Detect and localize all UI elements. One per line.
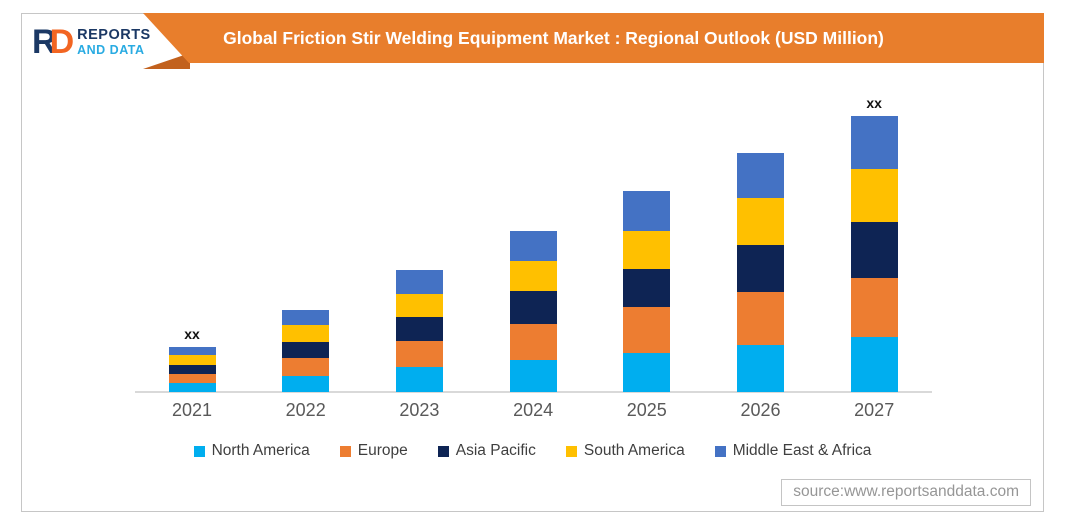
source-box: source:www.reportsanddata.com: [781, 479, 1031, 506]
bar-segment-asia-pacific: [737, 245, 784, 292]
bar-segment-south-america: [623, 231, 671, 269]
logo-letter-d: D: [49, 23, 74, 61]
bar-segment-north-america: [168, 383, 216, 392]
bar-segment-south-america: [850, 169, 898, 222]
bar-segment-south-america: [282, 325, 330, 342]
bar-segment-asia-pacific: [850, 222, 898, 278]
bar-segment-asia-pacific: [168, 365, 216, 374]
legend-label: Asia Pacific: [455, 442, 536, 459]
bar-segment-europe: [737, 292, 784, 345]
x-tick-label-2023: 2023: [399, 400, 440, 420]
x-tick-label-2027: 2027: [854, 400, 895, 420]
bar-segment-north-america: [850, 337, 898, 392]
legend-item-asia-pacific: Asia Pacific: [437, 442, 536, 460]
bar-segment-middle-east-africa: [623, 191, 671, 231]
stacked-bar-2022: [282, 310, 330, 392]
legend-swatch-icon: [339, 445, 351, 457]
brand-name-line2: AND DATA: [77, 43, 145, 57]
chart-title: Global Friction Stir Welding Equipment M…: [223, 27, 884, 48]
bar-segment-south-america: [395, 294, 443, 317]
x-tick-label-2025: 2025: [626, 400, 667, 420]
bar-segment-south-america: [168, 355, 216, 365]
bar-segment-asia-pacific: [509, 291, 557, 324]
bar-segment-north-america: [395, 367, 443, 392]
legend-swatch-icon: [437, 445, 449, 457]
bar-segment-europe: [395, 341, 443, 367]
bar-segment-south-america: [737, 198, 784, 245]
bar-segment-middle-east-africa: [282, 310, 330, 325]
legend-label: North America: [211, 442, 310, 459]
bar-segment-north-america: [509, 360, 557, 392]
legend-swatch-icon: [714, 445, 726, 457]
legend-swatch-icon: [565, 445, 577, 457]
x-tick-label-2026: 2026: [740, 400, 781, 420]
legend-swatch-icon: [193, 445, 205, 457]
legend: North America Europe Asia Pacific South Ame…: [22, 442, 1043, 460]
bar-segment-south-america: [509, 261, 557, 291]
brand-logo-mark: RD: [32, 25, 77, 59]
bar-segment-middle-east-africa: [509, 231, 557, 261]
bar-segment-asia-pacific: [395, 317, 443, 341]
chart-card: Global Friction Stir Welding Equipment M…: [21, 13, 1044, 512]
brand-name-line1: REPORTS: [77, 26, 151, 43]
bar-segment-middle-east-africa: [850, 116, 898, 169]
bar-segment-north-america: [623, 353, 671, 392]
stacked-bar-2026: [737, 153, 784, 392]
bar-segment-europe: [282, 358, 330, 376]
brand-logo-text: REPORTS AND DATA: [77, 26, 151, 57]
x-axis-line: [135, 391, 932, 393]
x-tick-label-2022: 2022: [285, 400, 326, 420]
legend-item-europe: Europe: [339, 442, 408, 460]
legend-item-north-america: North America: [193, 442, 310, 460]
bar-segment-asia-pacific: [282, 342, 330, 358]
stacked-bar-2027: xx: [850, 96, 898, 392]
bar-segment-asia-pacific: [623, 269, 671, 307]
bar-segment-europe: [509, 324, 557, 360]
x-tick-label-2021: 2021: [171, 400, 213, 420]
logo-letter-r: R: [32, 23, 56, 61]
stacked-bar-2025: [623, 191, 671, 392]
bar-segment-middle-east-africa: [737, 153, 784, 198]
legend-item-south-america: South America: [565, 442, 685, 460]
chart-plot-area: xx xx 2021 2022 2023 2024 2025 2026 2027: [22, 14, 1043, 511]
bar-segment-europe: [623, 307, 671, 353]
stacked-bar-2023: [395, 270, 443, 392]
title-banner: Global Friction Stir Welding Equipment M…: [143, 13, 1044, 63]
bar-segment-middle-east-africa: [395, 270, 443, 294]
legend-label: South America: [583, 442, 685, 459]
brand-logo: RD REPORTS AND DATA: [32, 25, 151, 59]
x-tick-label-2024: 2024: [513, 400, 554, 420]
bar-segment-europe: [168, 374, 216, 383]
stacked-bar-2024: [509, 231, 557, 392]
source-text: source:www.reportsanddata.com: [793, 483, 1019, 500]
bar-segment-europe: [850, 278, 898, 337]
bar-segment-middle-east-africa: [168, 347, 216, 355]
legend-label: Middle East & Africa: [732, 442, 872, 459]
bar-segment-north-america: [282, 376, 330, 392]
legend-label: Europe: [357, 442, 408, 459]
value-label-2027: xx: [866, 95, 882, 111]
legend-item-middle-east-africa: Middle East & Africa: [714, 442, 872, 460]
value-label-2021: xx: [184, 326, 200, 342]
bar-segment-north-america: [737, 345, 784, 392]
stacked-bar-2021: xx: [168, 327, 216, 392]
